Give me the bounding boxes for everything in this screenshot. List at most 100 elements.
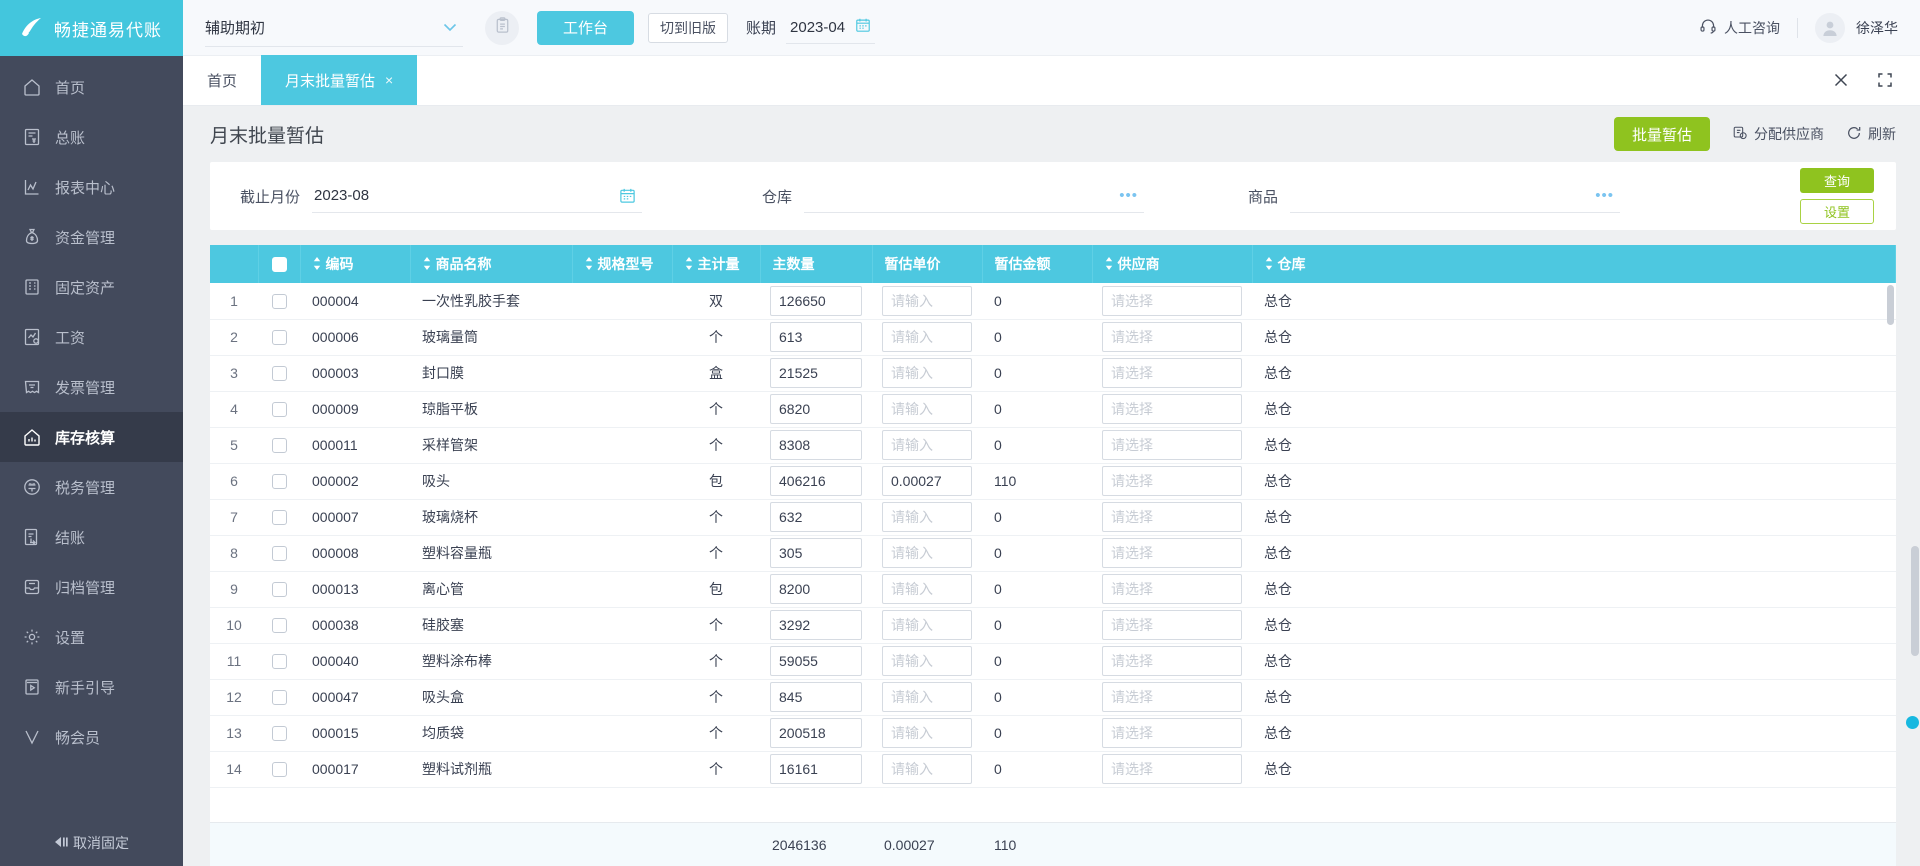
supplier-select[interactable]: 请选择 [1102, 538, 1242, 568]
estimate-price-input[interactable] [882, 682, 972, 712]
sidebar-item-fund[interactable]: 资金管理 [0, 212, 183, 262]
sidebar-item-settle[interactable]: 结账 [0, 512, 183, 562]
estimate-price-input[interactable] [882, 466, 972, 496]
estimate-price-input[interactable] [882, 502, 972, 532]
supplier-select[interactable]: 请选择 [1102, 754, 1242, 784]
row-checkbox[interactable] [271, 762, 287, 778]
cell-supplier[interactable]: 请选择 [1092, 571, 1252, 608]
select-all-checkbox[interactable] [271, 257, 287, 273]
sort-icon[interactable] [585, 257, 593, 273]
batch-estimate-button[interactable]: 批量暂估 [1613, 117, 1710, 151]
cell-estimate-price[interactable] [872, 427, 982, 464]
cell-supplier[interactable]: 请选择 [1092, 715, 1252, 752]
supplier-select[interactable]: 请选择 [1102, 285, 1242, 316]
cell-estimate-price[interactable] [872, 607, 982, 644]
filter-product-control[interactable]: ••• [1290, 179, 1621, 213]
filter-month-input[interactable] [312, 179, 643, 212]
cell-quantity[interactable] [760, 463, 872, 500]
cell-quantity[interactable] [760, 355, 872, 392]
col-spec[interactable]: 规格型号 [572, 245, 673, 283]
cell-estimate-price[interactable] [872, 535, 982, 572]
col-code[interactable]: 编码 [300, 245, 411, 283]
supplier-select[interactable]: 请选择 [1102, 502, 1242, 532]
period-select[interactable]: 辅助期初 [205, 9, 463, 47]
close-all-icon[interactable] [1832, 71, 1850, 89]
cell-quantity[interactable] [760, 283, 872, 320]
tab-close-icon[interactable]: × [385, 72, 394, 88]
col-supplier[interactable]: 供应商 [1092, 245, 1253, 283]
row-select-cell[interactable] [258, 679, 300, 716]
row-checkbox[interactable] [271, 402, 287, 418]
sidebar-item-invoice[interactable]: 发票管理 [0, 362, 183, 412]
supplier-select[interactable]: 请选择 [1102, 718, 1242, 748]
cell-supplier[interactable]: 请选择 [1092, 283, 1252, 320]
tab-home[interactable]: 首页 [183, 55, 261, 105]
cell-supplier[interactable]: 请选择 [1092, 535, 1252, 572]
sidebar-item-inventory[interactable]: 库存核算 [0, 412, 183, 462]
row-checkbox[interactable] [271, 294, 287, 310]
row-checkbox[interactable] [271, 510, 287, 526]
cell-quantity[interactable] [760, 427, 872, 464]
supplier-select[interactable]: 请选择 [1102, 610, 1242, 640]
quantity-input[interactable] [770, 538, 862, 568]
sidebar-collapse-button[interactable]: 取消固定 [0, 820, 183, 866]
sort-icon[interactable] [313, 257, 321, 273]
cell-quantity[interactable] [760, 643, 872, 680]
cell-estimate-price[interactable] [872, 499, 982, 536]
sort-icon[interactable] [423, 257, 431, 273]
row-select-cell[interactable] [258, 499, 300, 536]
quantity-input[interactable] [770, 682, 862, 712]
cell-supplier[interactable]: 请选择 [1092, 679, 1252, 716]
estimate-price-input[interactable] [882, 322, 972, 352]
filter-warehouse-more-icon[interactable]: ••• [1119, 187, 1139, 204]
row-checkbox[interactable] [271, 546, 287, 562]
assign-supplier-button[interactable]: 分配供应商 [1732, 124, 1824, 144]
cell-supplier[interactable]: 请选择 [1092, 391, 1252, 428]
quantity-input[interactable] [770, 574, 862, 604]
cell-quantity[interactable] [760, 319, 872, 356]
supplier-select[interactable]: 请选择 [1102, 394, 1242, 424]
cell-supplier[interactable]: 请选择 [1092, 607, 1252, 644]
row-select-cell[interactable] [258, 715, 300, 752]
row-checkbox[interactable] [271, 618, 287, 634]
quantity-input[interactable] [770, 610, 862, 640]
cell-supplier[interactable]: 请选择 [1092, 751, 1252, 788]
row-checkbox[interactable] [271, 366, 287, 382]
cell-quantity[interactable] [760, 751, 872, 788]
sidebar-item-assets[interactable]: 固定资产 [0, 262, 183, 312]
cell-supplier[interactable]: 请选择 [1092, 427, 1252, 464]
sidebar-item-vip[interactable]: 畅会员 [0, 712, 183, 762]
row-select-cell[interactable] [258, 283, 300, 320]
filter-warehouse-input[interactable] [804, 179, 1145, 212]
estimate-price-input[interactable] [882, 358, 972, 388]
cell-quantity[interactable] [760, 607, 872, 644]
cell-supplier[interactable]: 请选择 [1092, 355, 1252, 392]
sidebar-item-ledger[interactable]: 总账 [0, 112, 183, 162]
supplier-select[interactable]: 请选择 [1102, 358, 1242, 388]
quantity-input[interactable] [770, 285, 862, 316]
tab-month-end-estimate[interactable]: 月末批量暂估 × [261, 55, 418, 105]
cell-supplier[interactable]: 请选择 [1092, 499, 1252, 536]
calendar-icon[interactable] [619, 187, 636, 204]
quantity-input[interactable] [770, 430, 862, 460]
row-select-cell[interactable] [258, 607, 300, 644]
old-version-button[interactable]: 切到旧版 [648, 12, 729, 43]
estimate-price-input[interactable] [882, 538, 972, 568]
col-unit[interactable]: 主计量 [672, 245, 761, 283]
estimate-price-input[interactable] [882, 718, 972, 748]
filter-product-input[interactable] [1290, 179, 1621, 212]
row-checkbox[interactable] [271, 690, 287, 706]
cell-supplier[interactable]: 请选择 [1092, 319, 1252, 356]
sidebar-item-salary[interactable]: 工资 [0, 312, 183, 362]
quantity-input[interactable] [770, 754, 862, 784]
row-select-cell[interactable] [258, 463, 300, 500]
row-checkbox[interactable] [271, 726, 287, 742]
sidebar-item-settings[interactable]: 设置 [0, 612, 183, 662]
row-checkbox[interactable] [271, 330, 287, 346]
quantity-input[interactable] [770, 466, 862, 496]
table-vertical-scrollbar[interactable] [1887, 285, 1894, 820]
